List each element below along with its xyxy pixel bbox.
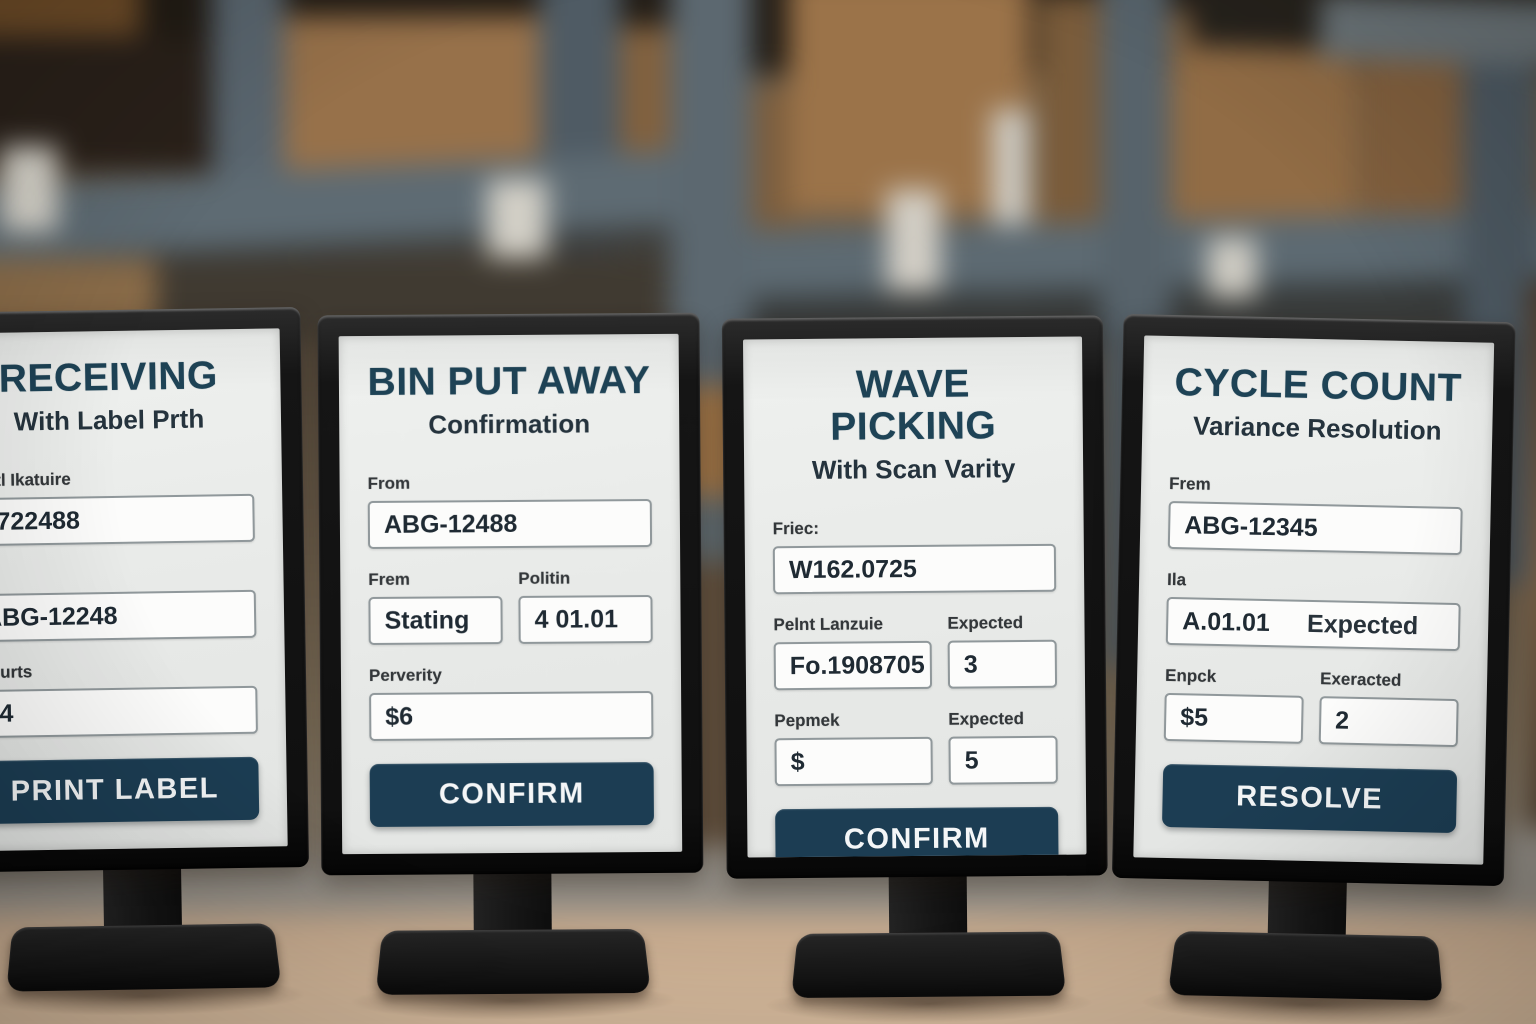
field-label: Pepurts [0,659,257,684]
expected-input[interactable]: 2 [1319,696,1459,747]
field-label: Enpck [1165,666,1304,689]
field-row: Frem Stating Politin 4 01.01 [368,547,653,645]
item-number-input[interactable]: 8722488 [0,494,255,547]
monitor-stand-base [6,923,281,991]
monitor-stand-base [791,932,1066,998]
field-label: Mintl Ikatuire [0,467,254,492]
bg-shelf-label [887,190,941,292]
expected-input[interactable]: 3 [948,640,1057,689]
field-label: Frem [368,569,502,590]
monitor-bin-put-away: BIN PUT AWAY Confirmation From ABG-12488… [317,313,704,1024]
field-column: Enpck $5 [1164,645,1305,744]
bin-put-away-screen: BIN PUT AWAY Confirmation From ABG-12488… [339,334,683,854]
field-column: Pelnt Lanzuie Fo.1908705 [773,593,932,690]
screen-subtitle: With Scan Varity [772,454,1055,484]
monitor-bezel: WAVE PICKING With Scan Varity Friec: W16… [722,315,1108,878]
bg-rack-beam [1318,0,1536,68]
receiving-screen: RECEIVING With Label Prth Mintl Ikatuire… [0,328,288,851]
confirm-button[interactable]: CONFIRM [775,807,1059,858]
screen-title: CYCLE COUNT [1171,362,1466,410]
monitor-bezel: RECEIVING With Label Prth Mintl Ikatuire… [0,307,309,873]
sku-input[interactable]: ABG-12345 [1168,501,1463,555]
wave-picking-screen: WAVE PICKING With Scan Varity Friec: W16… [743,337,1087,858]
bg-shelf-label [1208,237,1257,297]
wave-id-input[interactable]: W162.0725 [773,544,1056,594]
monitor-receiving: RECEIVING With Label Prth Mintl Ikatuire… [0,307,312,1024]
screen-subtitle: Confirmation [367,409,651,439]
expected-input[interactable]: 5 [948,736,1057,785]
field-row: Pelnt Lanzuie Fo.1908705 Expected 3 [773,592,1057,690]
field-column: Politin 4 01.01 [518,547,653,644]
field-column: Expected 5 [948,688,1058,785]
field-label: Ila [1167,570,1461,596]
position-input[interactable]: 4 01.01 [518,595,652,644]
expected-inline-label: Expected [1307,609,1419,640]
staging-input[interactable]: Stating [368,596,502,645]
field-label: Exeracted [1320,669,1459,692]
monitor-bezel: BIN PUT AWAY Confirmation From ABG-12488… [317,313,703,876]
monitor-bezel: CYCLE COUNT Variance Resolution Frem ABG… [1112,314,1516,886]
screen-subtitle: With Label Prth [0,404,253,437]
bin-location-input[interactable]: A.01.01 Expected [1166,597,1461,651]
field-column: Pepmek $ [774,689,933,786]
counted-input[interactable]: $5 [1164,693,1304,744]
field-label: llim [0,563,256,588]
screen-title: WAVE PICKING [771,363,1055,449]
location-input[interactable]: Fo.1908705 [774,641,932,690]
from-input[interactable]: ABG-12488 [368,499,652,549]
field-row: Enpck $5 Exeracted 2 [1164,645,1460,747]
sku-input[interactable]: ABG-12248 [0,590,256,643]
field-label: Expected [948,709,1057,730]
field-label: From [368,472,652,494]
field-label: Pepmek [774,710,932,731]
field-label: Perverity [369,664,653,686]
screen-subtitle: Variance Resolution [1170,411,1465,445]
bg-box [1038,0,1102,224]
print-label-button[interactable]: PRINT LABEL [0,757,259,825]
field-label: Pelnt Lanzuie [773,614,931,635]
monitor-stand-base [376,929,651,995]
bg-shelf-label [0,146,57,231]
warehouse-kiosk-scene: RECEIVING With Label Prth Mintl Ikatuire… [0,0,1536,1024]
field-label: Frem [1169,474,1463,500]
priority-input[interactable]: $6 [369,691,653,741]
monitor-wave-picking: WAVE PICKING With Scan Varity Friec: W16… [722,315,1109,1024]
field-row: Pepmek $ Expected 5 [774,688,1058,786]
screen-title: RECEIVING [0,355,253,402]
monitor-stand-base [1168,931,1443,1001]
confirm-button[interactable]: CONFIRM [370,762,654,827]
field-label: Friec: [773,517,1056,539]
cycle-count-screen: CYCLE COUNT Variance Resolution Frem ABG… [1133,335,1494,864]
field-column: Frem Stating [368,548,503,645]
field-label: Expected [947,613,1056,634]
field-label: Politin [518,568,652,589]
picked-input[interactable]: $ [774,737,932,786]
screen-title: BIN PUT AWAY [367,360,651,404]
resolve-button[interactable]: RESOLVE [1162,764,1457,833]
quantity-input[interactable]: 44 [0,686,258,739]
field-column: Expected 3 [947,592,1057,689]
monitor-cycle-count: CYCLE COUNT Variance Resolution Frem ABG… [1108,314,1515,1024]
field-column: Exeracted 2 [1319,648,1460,747]
bg-shelf-label [487,179,547,264]
bin-location-value: A.01.01 [1182,607,1270,638]
bg-box [1361,42,1463,229]
